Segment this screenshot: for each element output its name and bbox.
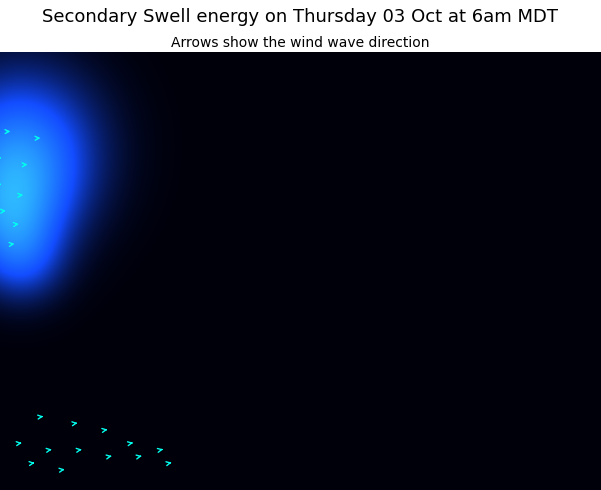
Text: Secondary Swell energy on Thursday 03 Oct at 6am MDT: Secondary Swell energy on Thursday 03 Oc…: [43, 8, 558, 25]
Text: Arrows show the wind wave direction: Arrows show the wind wave direction: [171, 36, 430, 49]
